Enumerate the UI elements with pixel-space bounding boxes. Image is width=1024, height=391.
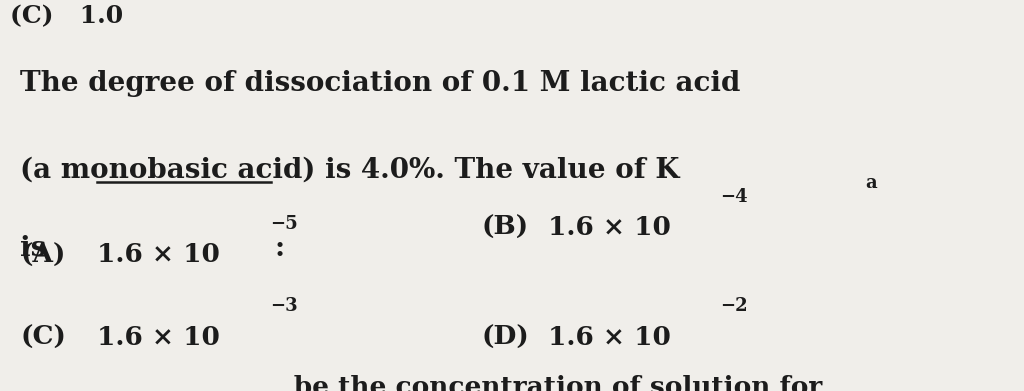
Text: (B): (B) xyxy=(481,215,528,240)
Text: is: is xyxy=(20,235,47,262)
Text: (a monobasic acid) is 4.0%. The value of K: (a monobasic acid) is 4.0%. The value of… xyxy=(20,156,680,183)
Text: :: : xyxy=(274,235,285,262)
Text: (A): (A) xyxy=(20,242,66,267)
Text: a: a xyxy=(865,174,877,192)
Text: −5: −5 xyxy=(270,215,298,233)
Text: (D): (D) xyxy=(481,325,529,350)
Text: 1.6 × 10: 1.6 × 10 xyxy=(548,325,671,350)
Text: (C)   1.0: (C) 1.0 xyxy=(10,4,123,28)
Text: −4: −4 xyxy=(720,188,748,206)
Text: −2: −2 xyxy=(720,297,748,315)
Text: (C): (C) xyxy=(20,325,67,350)
Text: 1.6 × 10: 1.6 × 10 xyxy=(97,325,220,350)
Text: 1.6 × 10: 1.6 × 10 xyxy=(97,242,220,267)
Text: −3: −3 xyxy=(270,297,298,315)
Text: The degree of dissociation of 0.1 M lactic acid: The degree of dissociation of 0.1 M lact… xyxy=(20,70,740,97)
Text: 1.6 × 10: 1.6 × 10 xyxy=(548,215,671,240)
Text: be the concentration of solution for: be the concentration of solution for xyxy=(20,375,822,391)
